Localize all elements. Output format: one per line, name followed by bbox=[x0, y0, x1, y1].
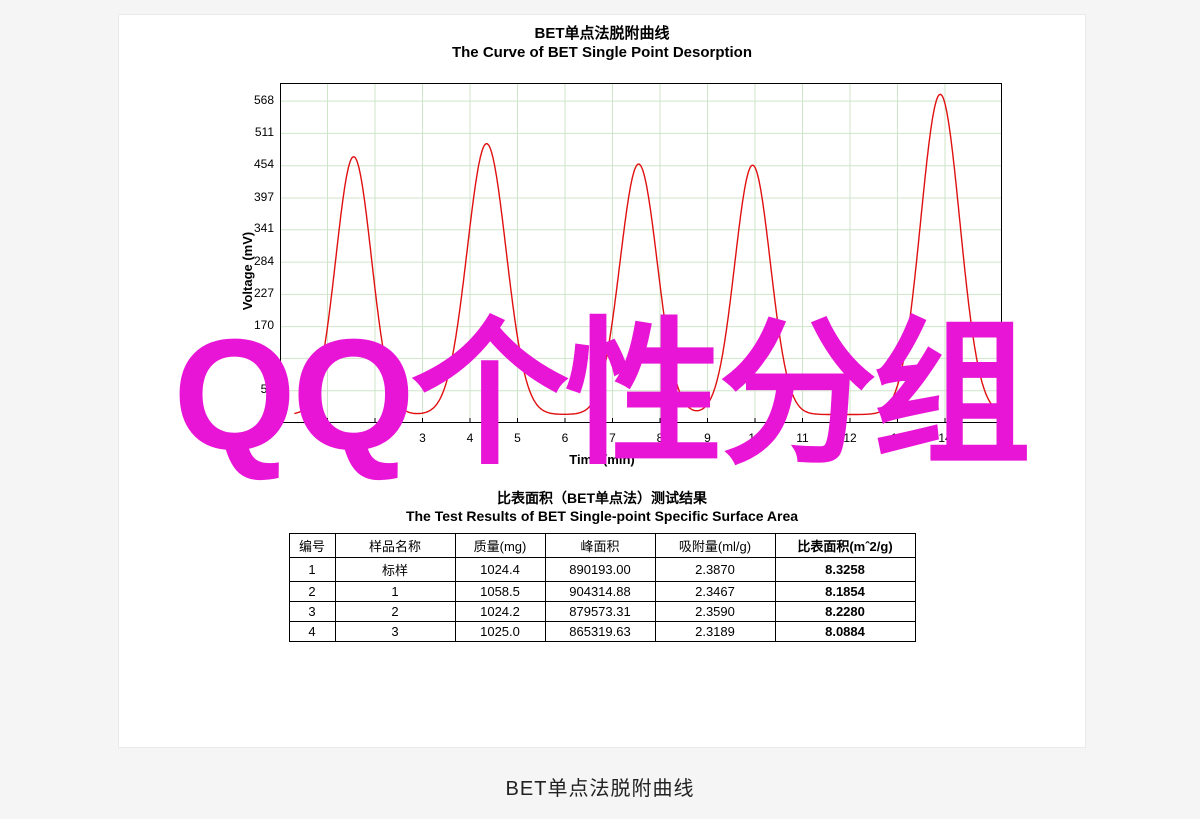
table-cell: 2.3189 bbox=[655, 621, 775, 641]
y-tick-label: 511 bbox=[234, 125, 274, 139]
y-tick-label: 568 bbox=[234, 93, 274, 107]
table-col-header: 吸附量(ml/g) bbox=[655, 533, 775, 557]
x-tick-label: 6 bbox=[553, 431, 577, 445]
x-tick-label: 14 bbox=[933, 431, 957, 445]
x-tick-label: 12 bbox=[838, 431, 862, 445]
table-row: 1标样1024.4890193.002.38708.3258 bbox=[289, 557, 915, 581]
table-col-header: 编号 bbox=[289, 533, 335, 557]
table-cell: 890193.00 bbox=[545, 557, 655, 581]
table-col-header: 比表面积(mˆ2/g) bbox=[775, 533, 915, 557]
x-tick-label: 3 bbox=[411, 431, 435, 445]
x-tick-label: 2 bbox=[363, 431, 387, 445]
table-title-cn: 比表面积（BET单点法）测试结果 bbox=[119, 489, 1085, 507]
chart-svg bbox=[280, 83, 1002, 423]
table-cell: 2 bbox=[335, 601, 455, 621]
chart-title-cn: BET单点法脱附曲线 bbox=[119, 25, 1085, 44]
chart-title-en: The Curve of BET Single Point Desorption bbox=[119, 44, 1085, 63]
x-tick-label: 4 bbox=[458, 431, 482, 445]
table-row: 431025.0865319.632.31898.0884 bbox=[289, 621, 915, 641]
table-cell: 1 bbox=[335, 581, 455, 601]
x-tick-label: 7 bbox=[601, 431, 625, 445]
y-tick-label: 227 bbox=[234, 286, 274, 300]
table-cell: 8.1854 bbox=[775, 581, 915, 601]
y-tick-label: 170 bbox=[234, 318, 274, 332]
table-title: 比表面积（BET单点法）测试结果 The Test Results of BET… bbox=[119, 489, 1085, 525]
results-table: 编号样品名称质量(mg)峰面积吸附量(ml/g)比表面积(mˆ2/g) 1标样1… bbox=[289, 533, 916, 642]
table-title-en: The Test Results of BET Single-point Spe… bbox=[119, 507, 1085, 525]
x-tick-label: 8 bbox=[648, 431, 672, 445]
x-tick-label: 1 bbox=[316, 431, 340, 445]
table-col-header: 峰面积 bbox=[545, 533, 655, 557]
y-tick-label: 114 bbox=[234, 350, 274, 364]
table-cell: 879573.31 bbox=[545, 601, 655, 621]
table-cell: 3 bbox=[335, 621, 455, 641]
caption-below-sheet: BET单点法脱附曲线 bbox=[506, 772, 695, 801]
x-tick-label: 5 bbox=[506, 431, 530, 445]
table-cell: 1 bbox=[289, 557, 335, 581]
table-cell: 2.3590 bbox=[655, 601, 775, 621]
chart-title: BET单点法脱附曲线 The Curve of BET Single Point… bbox=[119, 25, 1085, 63]
chart-plot-area: Voltage (mV) Time (min) 5711417022728434… bbox=[172, 71, 1032, 471]
x-tick-label: 10 bbox=[743, 431, 767, 445]
table-cell: 8.3258 bbox=[775, 557, 915, 581]
table-cell: 3 bbox=[289, 601, 335, 621]
table-cell: 1024.4 bbox=[455, 557, 545, 581]
table-row: 211058.5904314.882.34678.1854 bbox=[289, 581, 915, 601]
report-sheet: BET单点法脱附曲线 The Curve of BET Single Point… bbox=[118, 14, 1086, 748]
x-tick-label: 11 bbox=[791, 431, 815, 445]
table-cell: 865319.63 bbox=[545, 621, 655, 641]
table-cell: 904314.88 bbox=[545, 581, 655, 601]
table-cell: 4 bbox=[289, 621, 335, 641]
x-tick-label: 13 bbox=[886, 431, 910, 445]
x-axis-label: Time (min) bbox=[569, 452, 635, 467]
table-cell: 2.3870 bbox=[655, 557, 775, 581]
table-cell: 1025.0 bbox=[455, 621, 545, 641]
table-col-header: 样品名称 bbox=[335, 533, 455, 557]
table-cell: 2.3467 bbox=[655, 581, 775, 601]
y-tick-label: 57 bbox=[234, 382, 274, 396]
table-header-row: 编号样品名称质量(mg)峰面积吸附量(ml/g)比表面积(mˆ2/g) bbox=[289, 533, 915, 557]
table-cell: 8.0884 bbox=[775, 621, 915, 641]
y-tick-label: 341 bbox=[234, 221, 274, 235]
table-cell: 1058.5 bbox=[455, 581, 545, 601]
table-cell: 2 bbox=[289, 581, 335, 601]
table-cell: 1024.2 bbox=[455, 601, 545, 621]
table-cell: 8.2280 bbox=[775, 601, 915, 621]
table-row: 321024.2879573.312.35908.2280 bbox=[289, 601, 915, 621]
x-tick-label: 9 bbox=[696, 431, 720, 445]
y-tick-label: 397 bbox=[234, 190, 274, 204]
y-tick-label: 284 bbox=[234, 254, 274, 268]
table-cell: 标样 bbox=[335, 557, 455, 581]
table-col-header: 质量(mg) bbox=[455, 533, 545, 557]
y-tick-label: 454 bbox=[234, 157, 274, 171]
